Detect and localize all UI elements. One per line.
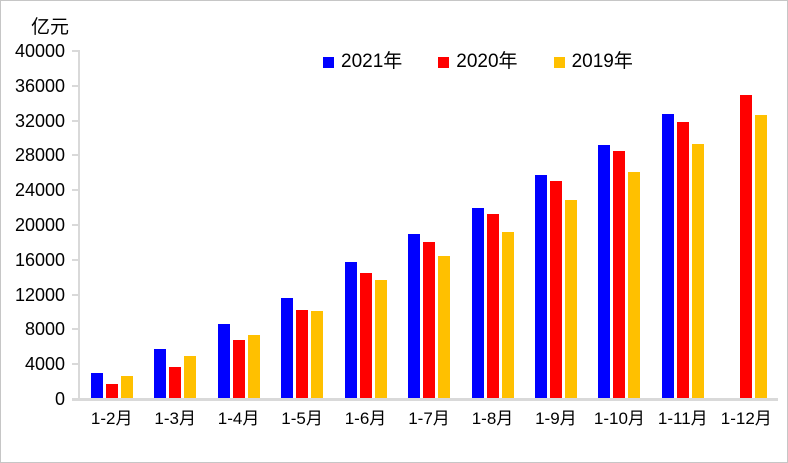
bar-2021年-1-4月 (217, 324, 230, 398)
y-tick-mark (72, 363, 80, 366)
bar-2021年-1-10月 (598, 145, 611, 398)
y-tick-label: 12000 (14, 284, 65, 305)
y-tick-label: 36000 (14, 75, 65, 96)
bar-2019年-1-7月 (438, 255, 450, 398)
legend-label: 2019年 (571, 51, 633, 72)
y-tick-mark (72, 84, 80, 87)
bar-2020年-1-10月 (613, 150, 626, 398)
x-category-label: 1-2月 (90, 409, 133, 428)
y-tick-mark (72, 258, 80, 261)
bar-2021年-1-11月 (661, 113, 674, 398)
bar-2020年-1-2月 (105, 383, 118, 398)
bar-2021年-1-9月 (534, 175, 547, 398)
chart-legend: 2021年 2020年 2019年 (323, 51, 633, 73)
bar-2020年-1-5月 (296, 310, 309, 398)
legend-swatch-icon (438, 56, 450, 68)
bar-2019年-1-2月 (120, 375, 133, 398)
y-tick-mark (72, 293, 80, 296)
x-axis-line (72, 398, 778, 401)
bar-2020年-1-6月 (359, 273, 372, 398)
x-category-label: 1-9月 (535, 409, 577, 428)
bar-2021年-1-2月 (90, 372, 103, 398)
x-category-label: 1-12月 (720, 409, 772, 428)
legend-item-2021年: 2021年 (323, 51, 402, 73)
y-tick-mark (72, 189, 80, 192)
legend-label: 2021年 (341, 51, 403, 72)
x-category-label: 1-4月 (217, 409, 260, 428)
x-category-label: 1-8月 (471, 409, 514, 428)
x-category-label: 1-7月 (408, 409, 450, 428)
y-tick-label: 24000 (14, 180, 65, 201)
y-tick-label: 8000 (24, 319, 65, 340)
legend-item-2020年: 2020年 (438, 51, 518, 73)
legend-item-2019年: 2019年 (553, 51, 633, 73)
bar-2019年-1-8月 (501, 232, 514, 398)
legend-label: 2020年 (456, 51, 518, 72)
x-category-label: 1-6月 (344, 409, 387, 428)
y-tick-label: 0 (54, 389, 65, 409)
bar-2021年-1-7月 (408, 233, 420, 398)
x-category-label: 1-3月 (154, 409, 196, 428)
bar-2019年-1-6月 (374, 280, 387, 398)
y-tick-mark (72, 328, 80, 331)
y-tick-label: 20000 (14, 215, 65, 235)
bar-2021年-1-6月 (344, 262, 357, 398)
y-tick-mark (72, 398, 80, 400)
bar-2020年-1-9月 (549, 180, 562, 398)
x-category-label: 1-11月 (657, 409, 708, 428)
y-tick-label: 40000 (14, 41, 65, 61)
x-category-label: 1-10月 (593, 409, 645, 428)
bar-2019年-1-3月 (184, 355, 197, 398)
y-tick-mark (72, 154, 80, 157)
y-tick-label: 32000 (14, 110, 65, 131)
bar-2019年-1-4月 (247, 334, 260, 398)
y-tick-label: 28000 (14, 145, 65, 166)
bar-2021年-1-8月 (471, 207, 484, 398)
bar-2020年-1-11月 (676, 122, 689, 398)
bar-2020年-1-7月 (423, 242, 435, 398)
legend-swatch-icon (553, 56, 565, 68)
y-tick-mark (72, 224, 80, 226)
bar-2020年-1-8月 (486, 213, 499, 398)
bar-2019年-1-11月 (691, 143, 704, 398)
bar-2021年-1-3月 (154, 348, 167, 398)
bar-2019年-1-5月 (311, 311, 324, 398)
bar-2020年-1-12月 (740, 94, 753, 398)
x-category-label: 1-5月 (281, 409, 323, 428)
bar-2020年-1-4月 (232, 340, 245, 398)
bar-2019年-1-9月 (564, 199, 577, 398)
legend-swatch-icon (323, 56, 334, 68)
bar-2020年-1-3月 (169, 366, 182, 398)
y-tick-label: 4000 (24, 354, 65, 375)
y-tick-mark (72, 119, 80, 122)
y-tick-mark (72, 50, 80, 52)
y-axis-unit-label: 亿元 (31, 17, 70, 38)
y-tick-label: 16000 (14, 249, 65, 270)
bar-2021年-1-5月 (281, 298, 294, 398)
bar-2019年-1-10月 (628, 171, 641, 398)
bar-2019年-1-12月 (755, 114, 768, 398)
